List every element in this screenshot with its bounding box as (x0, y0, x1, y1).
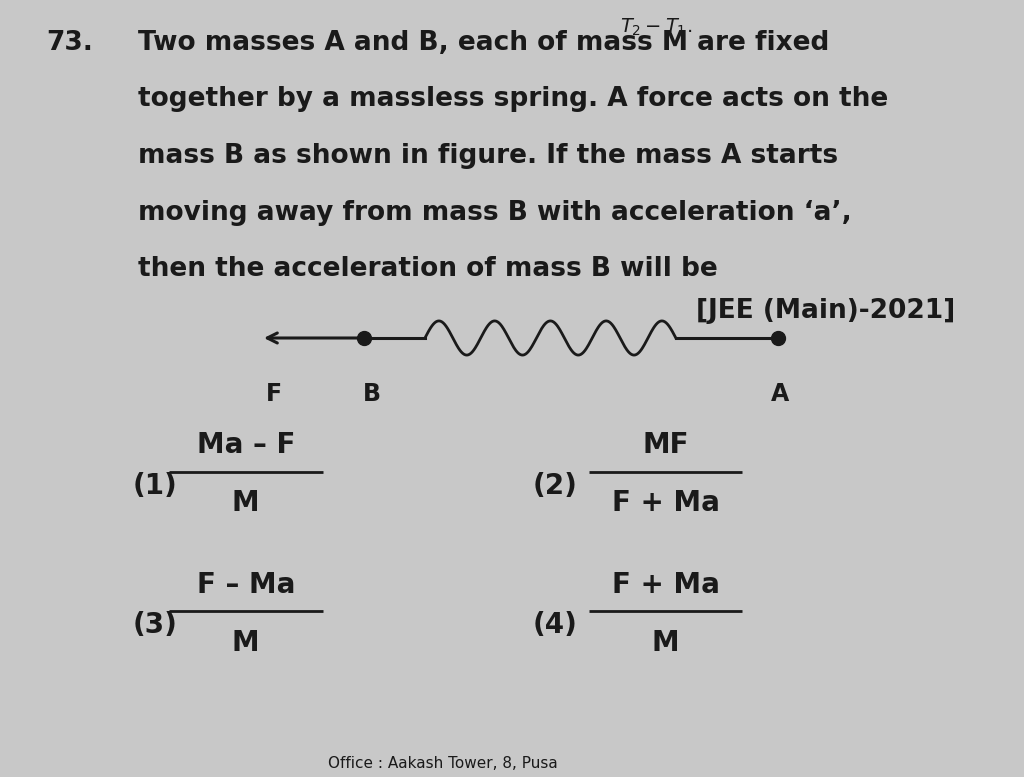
Text: 73.: 73. (46, 30, 93, 55)
Text: A: A (771, 382, 790, 406)
Text: moving away from mass B with acceleration ‘a’,: moving away from mass B with acceleratio… (138, 200, 852, 225)
Text: M: M (232, 629, 259, 657)
Text: Ma – F: Ma – F (197, 431, 295, 459)
Text: F: F (266, 382, 283, 406)
Text: M: M (652, 629, 679, 657)
Text: Two masses A and B, each of mass M are fixed: Two masses A and B, each of mass M are f… (138, 30, 829, 55)
Text: MF: MF (642, 431, 689, 459)
Text: F + Ma: F + Ma (611, 571, 720, 599)
Text: M: M (232, 489, 259, 517)
Text: (4): (4) (532, 611, 578, 639)
Text: (3): (3) (133, 611, 178, 639)
Text: (1): (1) (133, 472, 178, 500)
Text: mass B as shown in figure. If the mass A starts: mass B as shown in figure. If the mass A… (138, 143, 839, 169)
Text: then the acceleration of mass B will be: then the acceleration of mass B will be (138, 256, 718, 282)
Text: Office : Aakash Tower, 8, Pusa: Office : Aakash Tower, 8, Pusa (328, 756, 557, 771)
Text: together by a massless spring. A force acts on the: together by a massless spring. A force a… (138, 86, 889, 112)
Text: F + Ma: F + Ma (611, 489, 720, 517)
Text: B: B (362, 382, 381, 406)
Text: (2): (2) (532, 472, 578, 500)
Text: [JEE (Main)-2021]: [JEE (Main)-2021] (696, 298, 955, 323)
Text: F – Ma: F – Ma (197, 571, 295, 599)
Text: $T_2 - T_1.$: $T_2 - T_1.$ (620, 17, 692, 38)
